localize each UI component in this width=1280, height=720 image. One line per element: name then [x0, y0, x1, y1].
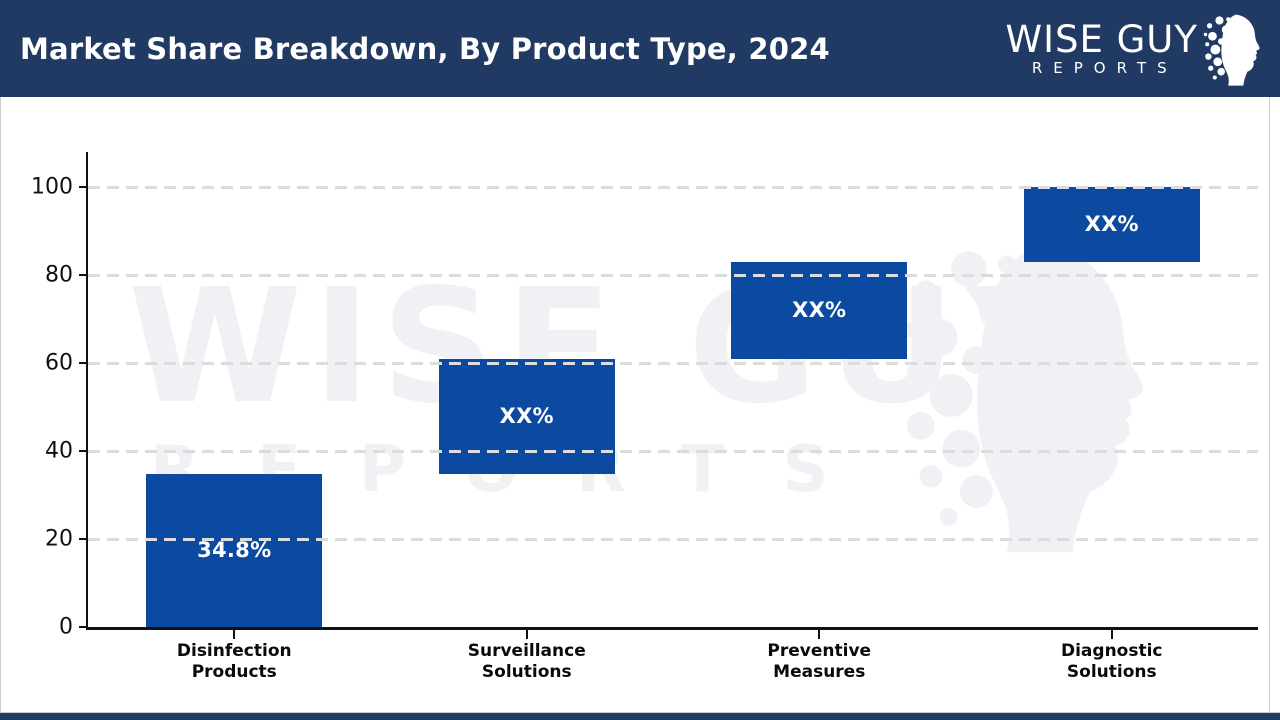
bar: XX%	[1023, 187, 1200, 262]
y-tick-label: 60	[45, 350, 73, 376]
y-gridline	[88, 537, 1258, 541]
wiseguy-logo: WISE GUY REPORTS	[1006, 11, 1266, 87]
footer-bar	[0, 712, 1280, 720]
bar-value-label: XX%	[792, 298, 847, 323]
x-category-label: Diagnostic Solutions	[1060, 641, 1163, 683]
y-tick-mark	[79, 450, 88, 452]
logo-wordmark: WISE GUY	[1005, 18, 1198, 61]
header: Market Share Breakdown, By Product Type,…	[0, 0, 1280, 97]
x-tick-mark	[1110, 630, 1113, 639]
x-tick-mark	[525, 630, 528, 639]
bar: 34.8%	[146, 473, 323, 627]
bar-value-label: XX%	[1084, 212, 1139, 237]
y-tick-label: 40	[45, 438, 73, 464]
bar-value-label: 34.8%	[197, 538, 272, 563]
x-tick-mark	[233, 630, 236, 639]
x-category-label: Preventive Measures	[767, 641, 872, 683]
page-title: Market Share Breakdown, By Product Type,…	[20, 31, 830, 66]
y-gridline	[88, 361, 1258, 365]
x-category-label: Disinfection Products	[176, 641, 292, 683]
y-tick-mark	[79, 626, 88, 628]
y-tick-label: 0	[59, 614, 73, 640]
y-tick-mark	[79, 538, 88, 540]
x-tick-mark	[818, 630, 821, 639]
bar-value-label: XX%	[499, 404, 554, 429]
bar: XX%	[731, 261, 908, 359]
y-tick-mark	[79, 186, 88, 188]
x-axis-line	[86, 627, 1258, 630]
logo-face-icon	[1203, 14, 1260, 86]
y-tick-label: 20	[45, 526, 73, 552]
y-gridline	[88, 273, 1258, 277]
y-tick-mark	[79, 362, 88, 364]
page-right-border	[1269, 97, 1270, 712]
watermark-face-icon	[900, 243, 1144, 553]
y-tick-label: 80	[45, 262, 73, 288]
bar: XX%	[438, 358, 615, 474]
y-axis-line	[86, 152, 88, 627]
y-gridline	[88, 449, 1258, 453]
y-tick-label: 100	[31, 174, 73, 200]
logo-subtext: REPORTS	[1031, 59, 1178, 77]
x-category-label: Surveillance Solutions	[467, 641, 586, 683]
y-tick-mark	[79, 274, 88, 276]
page-left-border	[0, 97, 1, 712]
y-gridline	[88, 185, 1258, 189]
